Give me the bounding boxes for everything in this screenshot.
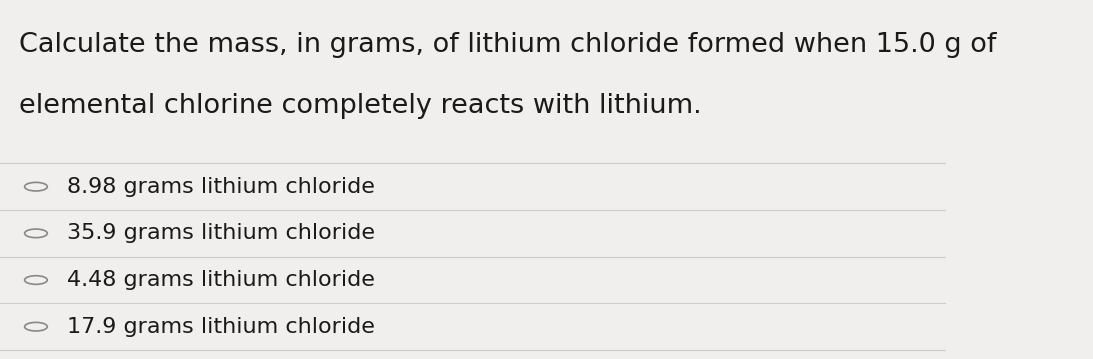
Text: 8.98 grams lithium chloride: 8.98 grams lithium chloride <box>67 177 375 197</box>
Text: 4.48 grams lithium chloride: 4.48 grams lithium chloride <box>67 270 375 290</box>
Text: elemental chlorine completely reacts with lithium.: elemental chlorine completely reacts wit… <box>19 93 702 119</box>
Text: 35.9 grams lithium chloride: 35.9 grams lithium chloride <box>67 223 375 243</box>
Text: 17.9 grams lithium chloride: 17.9 grams lithium chloride <box>67 317 375 337</box>
Text: Calculate the mass, in grams, of lithium chloride formed when 15.0 g of: Calculate the mass, in grams, of lithium… <box>19 32 997 58</box>
